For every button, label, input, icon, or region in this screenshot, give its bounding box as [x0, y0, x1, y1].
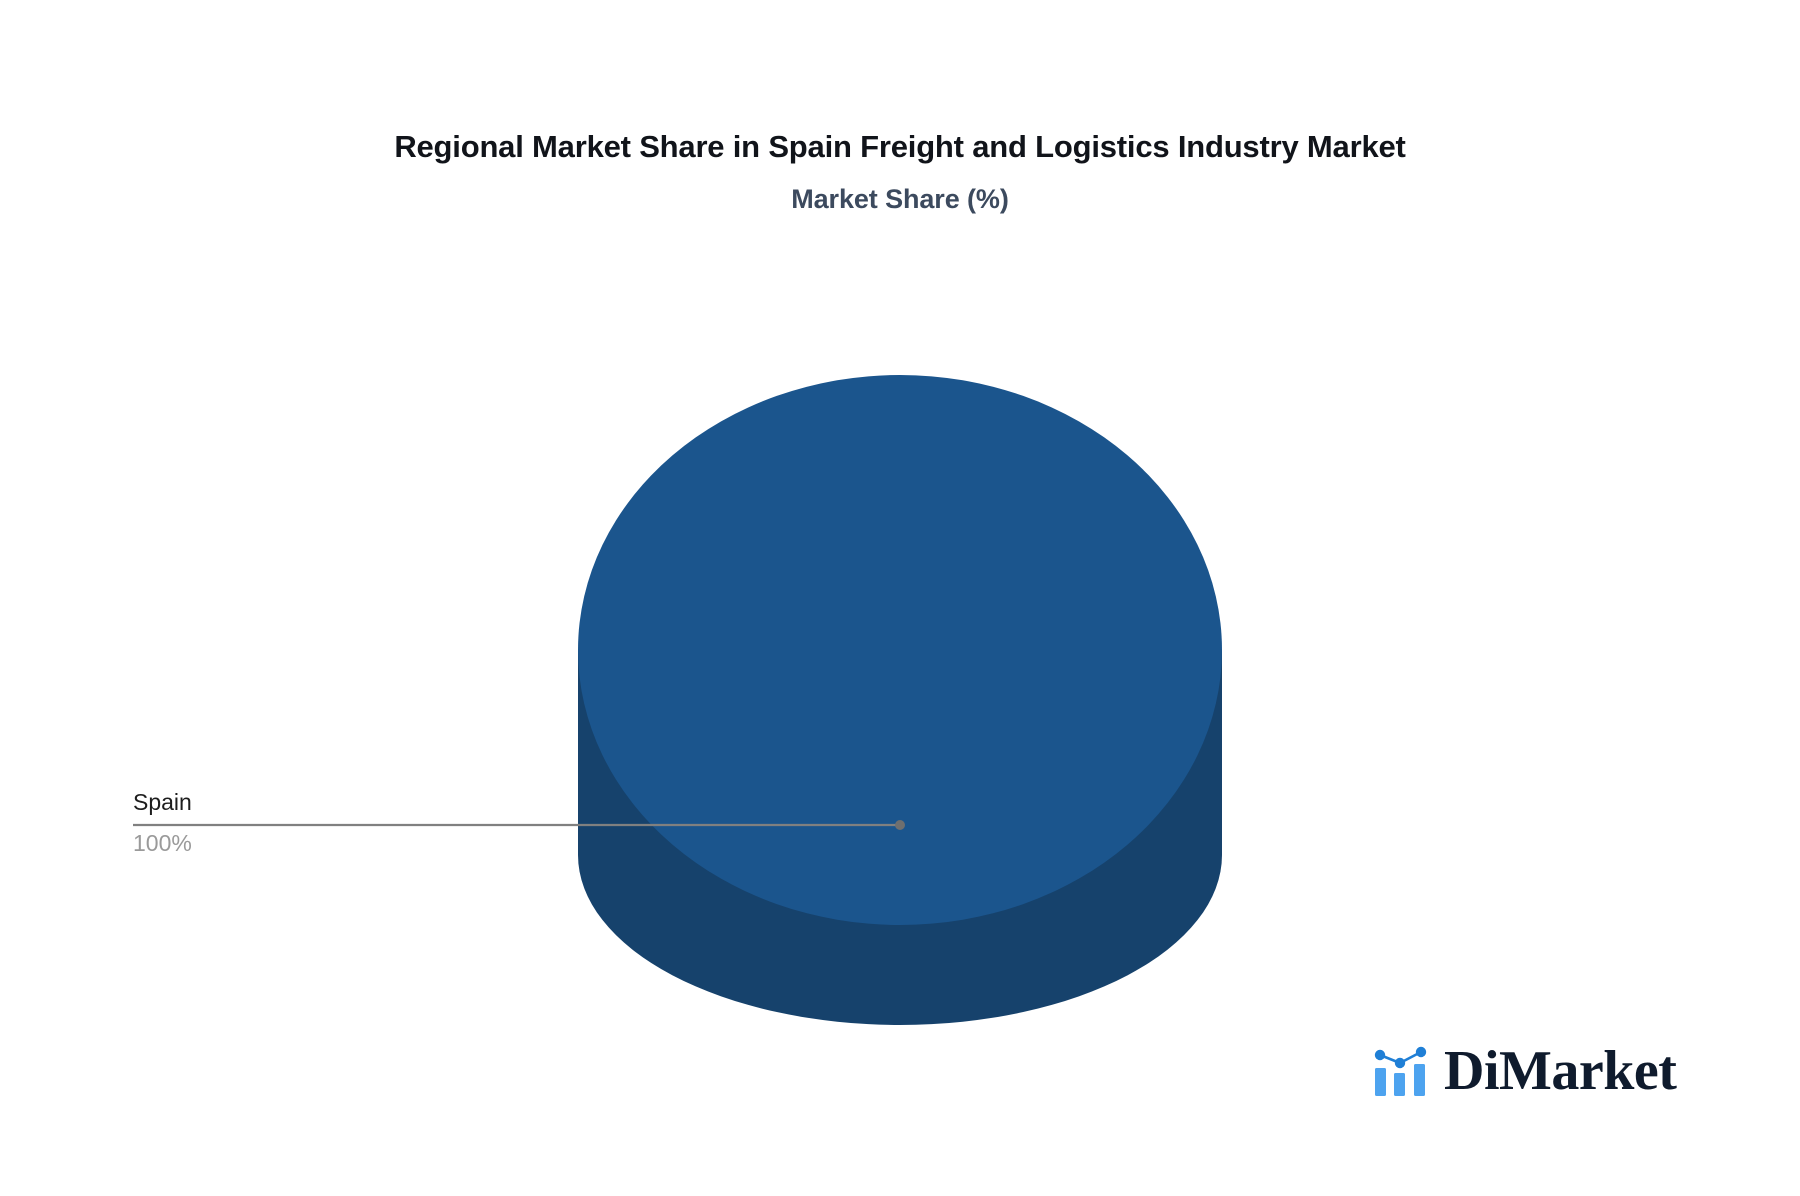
brand-logo-text: DiMarket	[1444, 1040, 1677, 1103]
callout-category-label: Spain	[133, 789, 192, 815]
callout-value-label: 100%	[133, 829, 192, 856]
slice-callout-spain: Spain 100%	[133, 788, 363, 858]
pie-slice-top-spain[interactable]	[578, 375, 1222, 925]
brand-logo: DiMarket	[1372, 1040, 1677, 1103]
bar-chart-dots-icon	[1374, 1046, 1427, 1096]
